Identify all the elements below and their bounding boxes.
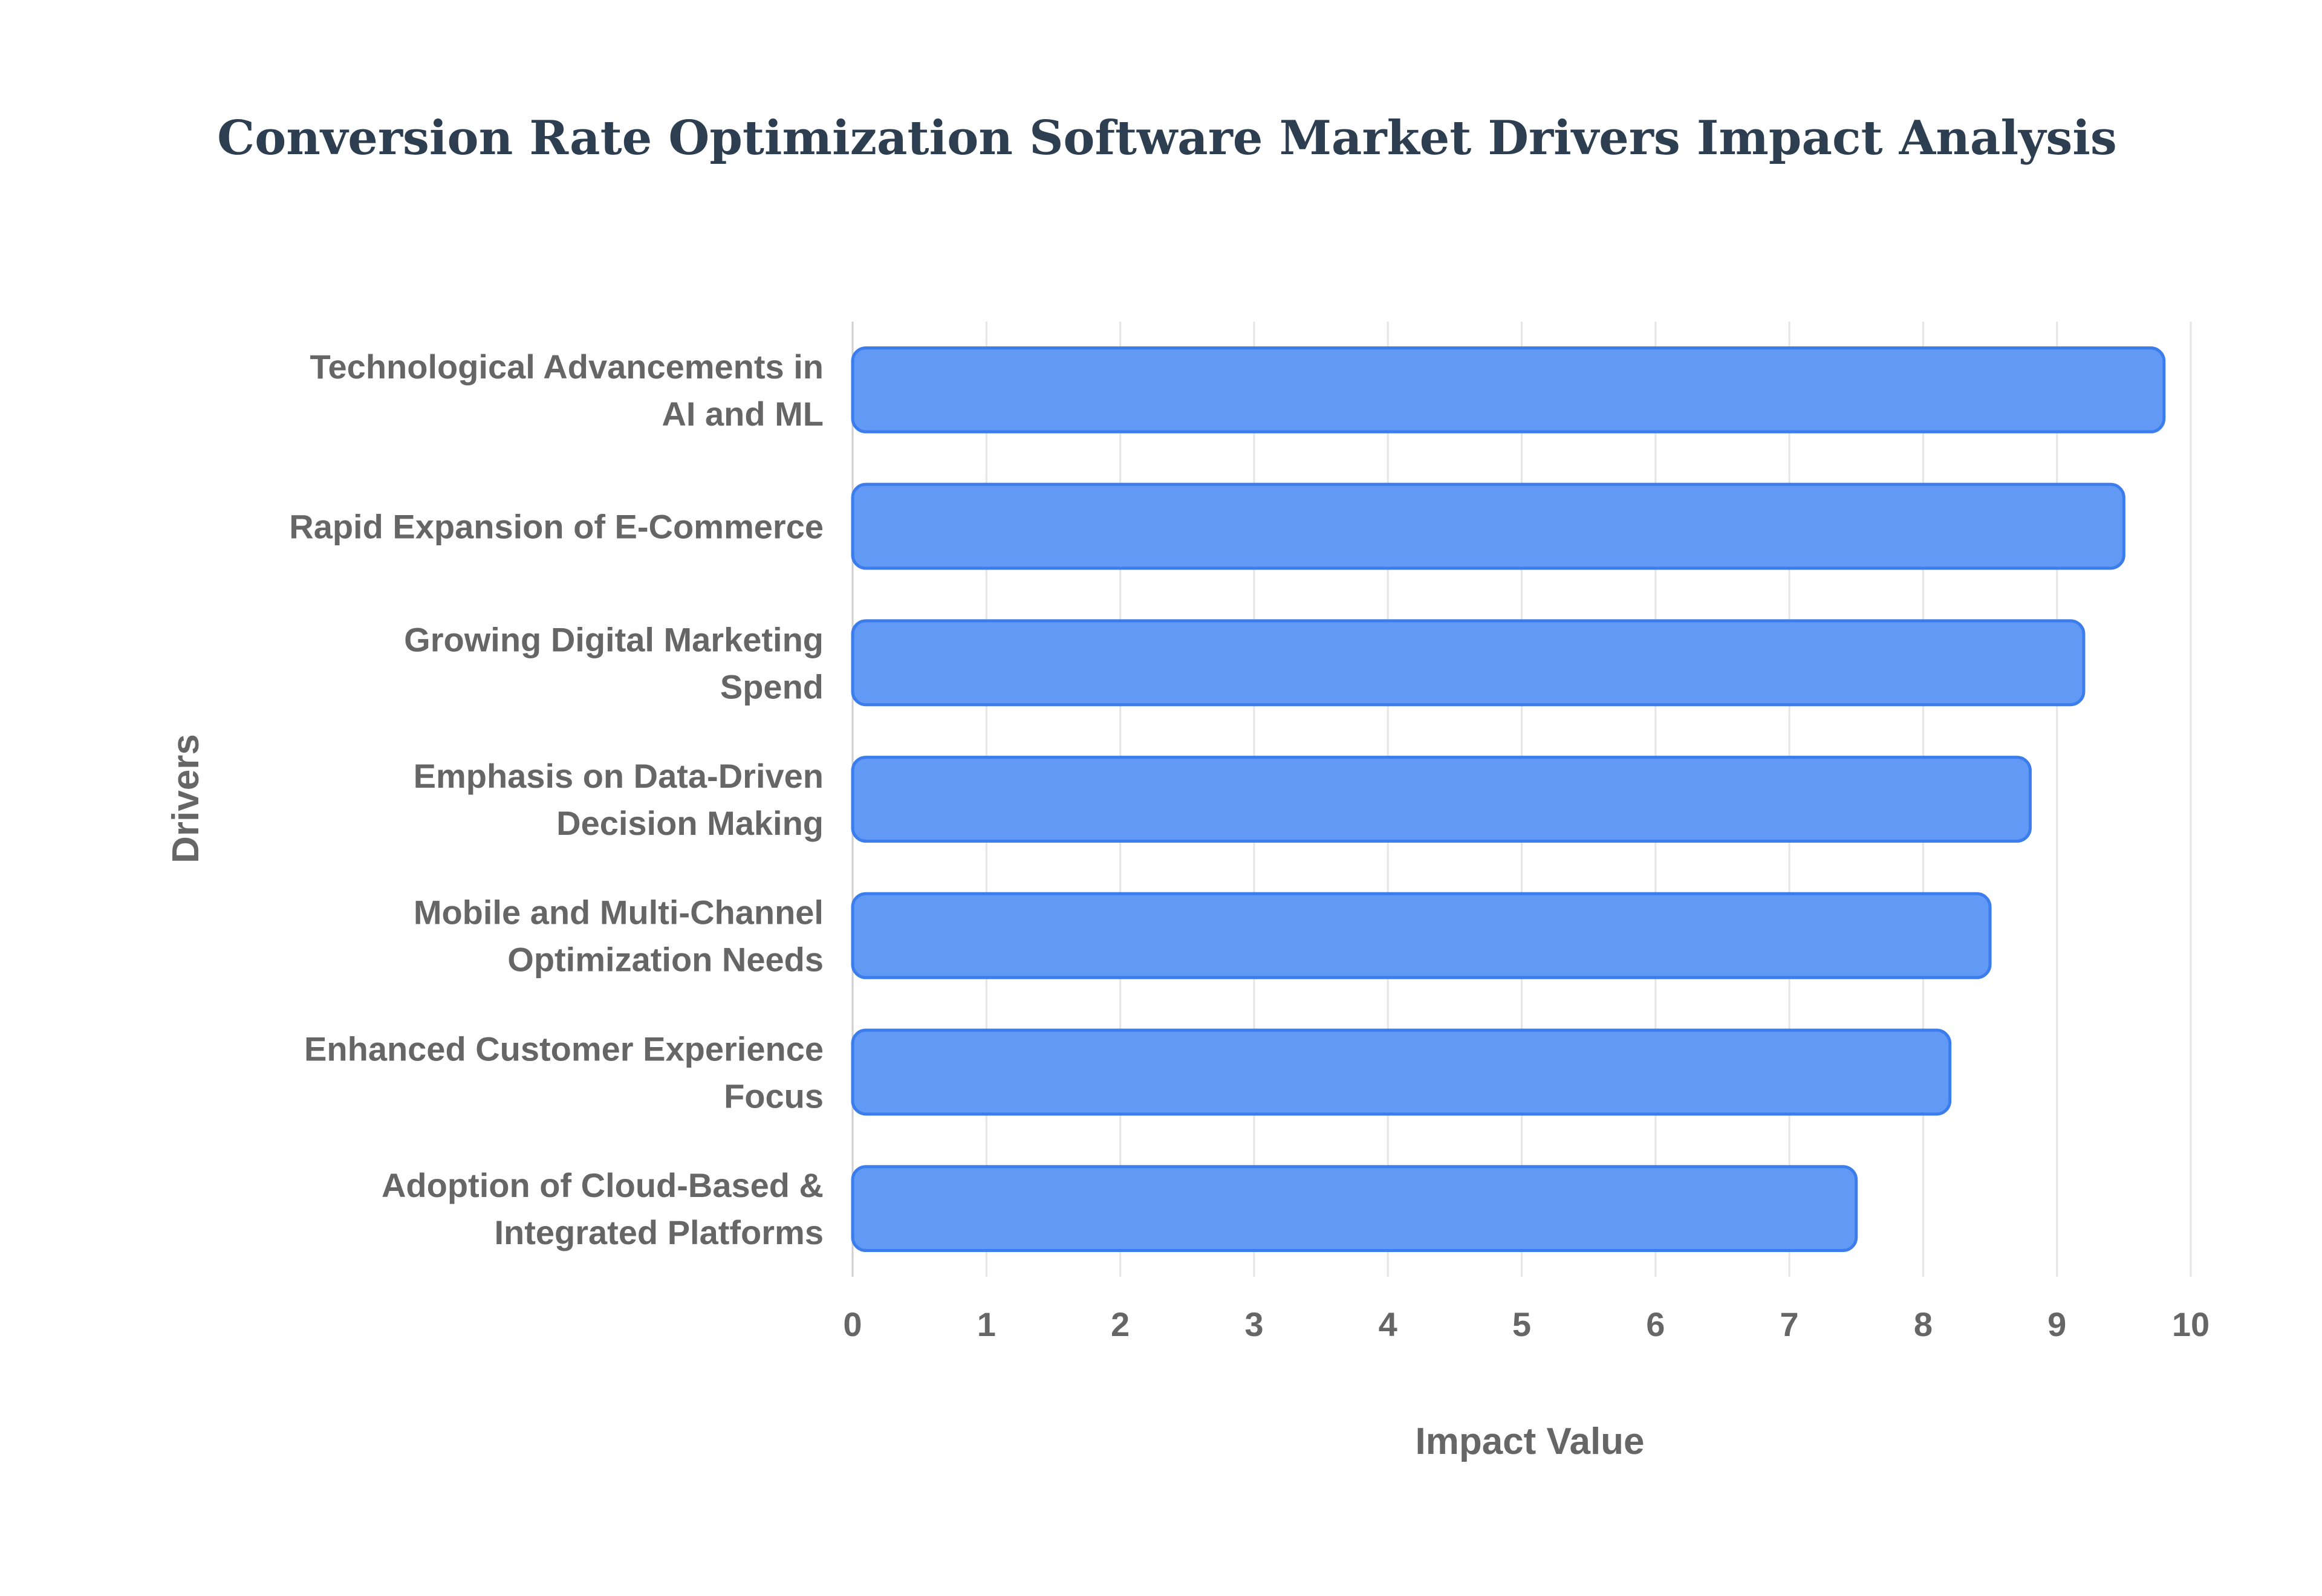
x-tick-label: 9 — [2047, 1305, 2066, 1343]
y-tick-label: Growing Digital Marketing Spend — [404, 620, 824, 706]
bar[interactable] — [851, 1028, 1952, 1116]
bar[interactable] — [851, 482, 2125, 570]
bar[interactable] — [851, 756, 2032, 843]
x-axis-title: Impact Value — [1415, 1421, 1644, 1462]
y-tick-label-line: Optimization Needs — [507, 941, 824, 979]
y-tick-label: Adoption of Cloud-Based & Integrated Plat… — [382, 1166, 824, 1251]
y-axis-title: Drivers — [165, 734, 207, 863]
y-tick-label-line: Technological Advancements in — [310, 348, 824, 386]
x-tick-label: 2 — [1111, 1305, 1130, 1343]
y-tick-label: Mobile and Multi-Channel Optimization Nee… — [414, 894, 824, 979]
x-tick-label: 0 — [843, 1305, 862, 1343]
bar[interactable] — [851, 1165, 1858, 1253]
chart-title: Conversion Rate Optimization Software Ma… — [217, 111, 2117, 166]
y-tick-label-line: Adoption of Cloud-Based & — [382, 1166, 824, 1204]
y-tick-label: Rapid Expansion of E-Commerce — [289, 508, 824, 546]
bar[interactable] — [851, 346, 2166, 433]
y-tick-label-line: Rapid Expansion of E-Commerce — [289, 508, 824, 546]
y-tick-label-line: AI and ML — [662, 395, 824, 433]
y-tick-label-line: Emphasis on Data-Driven — [414, 757, 824, 795]
y-tick-label-line: Mobile and Multi-Channel — [414, 894, 824, 932]
y-tick-label-line: Focus — [724, 1077, 824, 1115]
x-tick-label: 4 — [1379, 1305, 1397, 1343]
x-tick-label: 7 — [1780, 1305, 1799, 1343]
y-tick-label: Enhanced Customer Experience Focus — [304, 1030, 824, 1115]
x-tick-label: 1 — [977, 1305, 996, 1343]
y-tick-label-line: Enhanced Customer Experience — [304, 1030, 824, 1068]
x-tick-label: 5 — [1512, 1305, 1531, 1343]
bar[interactable] — [851, 892, 1992, 979]
y-tick-label-line: Decision Making — [556, 804, 824, 842]
y-tick-label-line: Growing Digital Marketing — [404, 620, 824, 658]
bar[interactable] — [851, 619, 2086, 707]
x-tick-label: 8 — [1914, 1305, 1933, 1343]
x-tick-label: 6 — [1646, 1305, 1665, 1343]
x-tick-label: 10 — [2172, 1305, 2210, 1343]
y-tick-label: Emphasis on Data-Driven Decision Making — [414, 757, 824, 842]
y-tick-label-line: Integrated Platforms — [494, 1213, 824, 1251]
y-tick-label: Technological Advancements in AI and ML — [310, 348, 824, 433]
y-tick-label-line: Spend — [720, 667, 824, 706]
x-tick-label: 3 — [1244, 1305, 1263, 1343]
